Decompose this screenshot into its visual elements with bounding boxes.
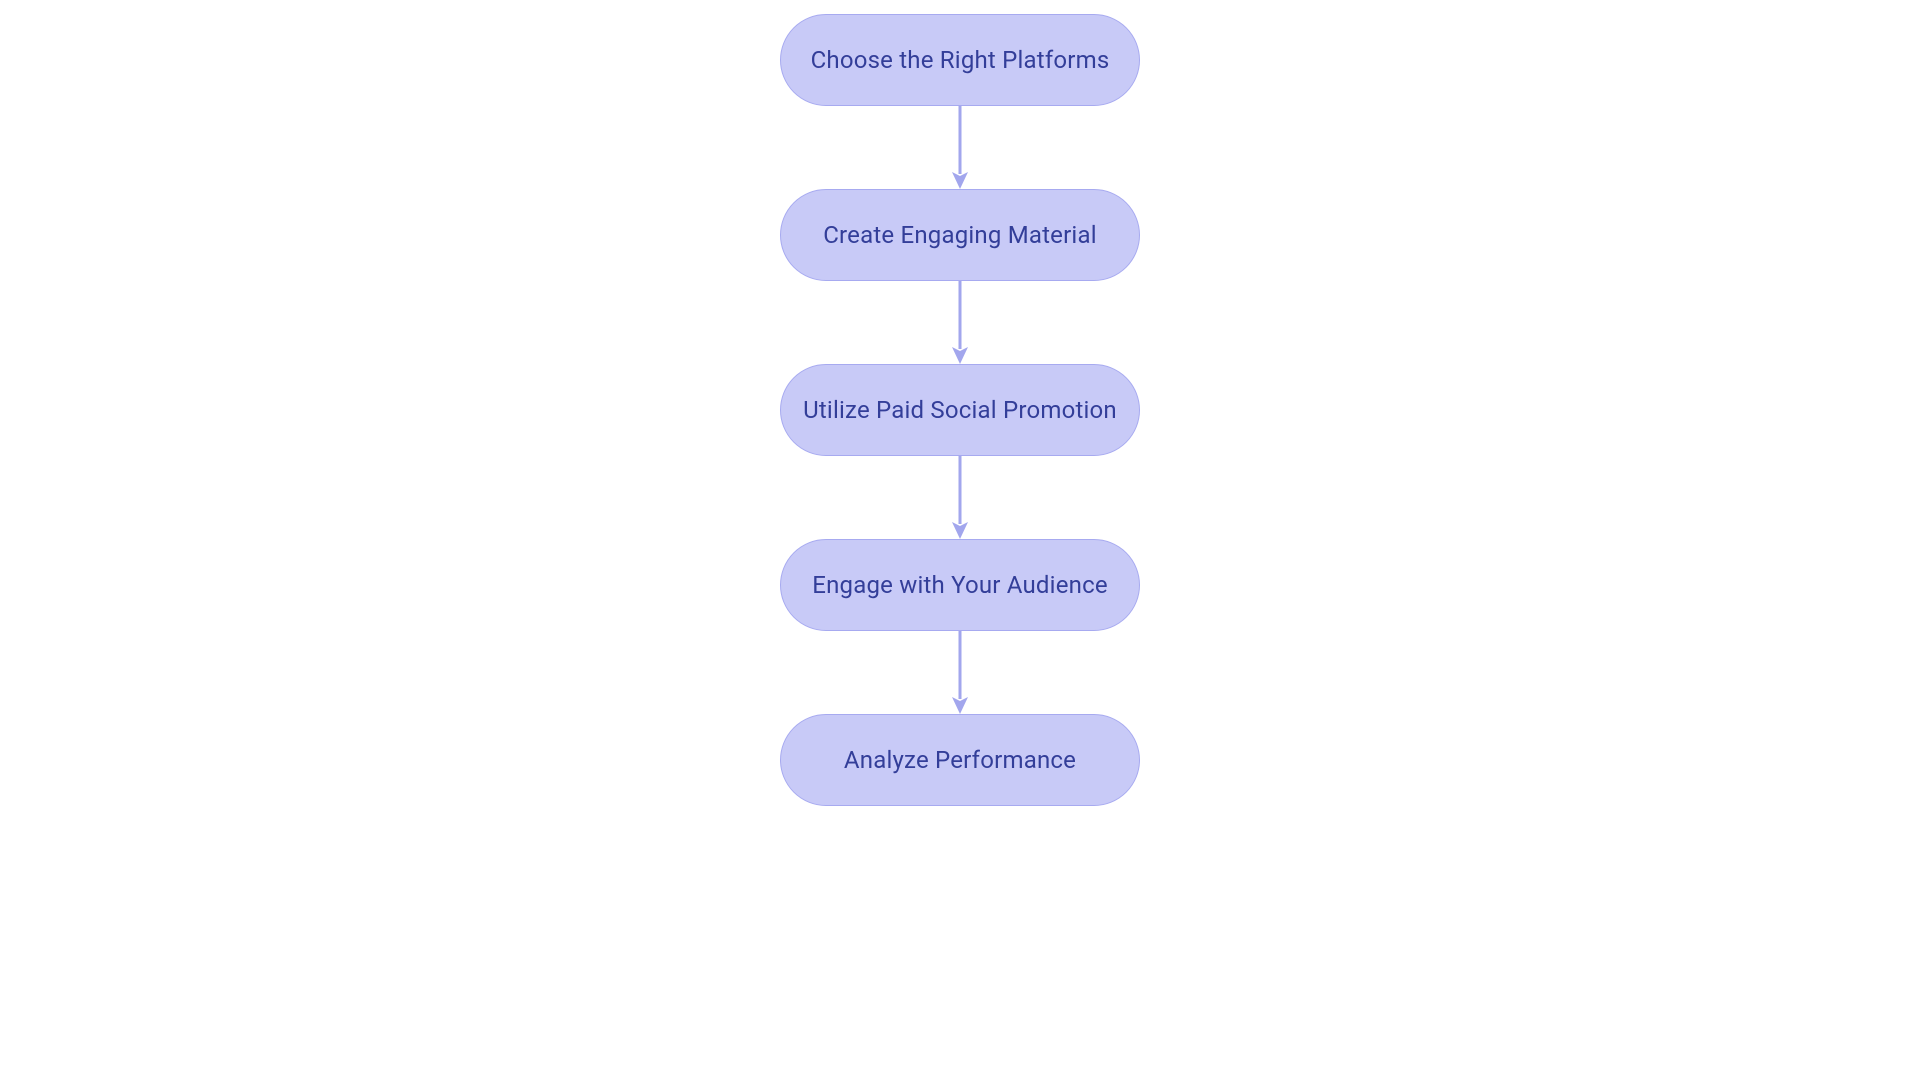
node-label: Engage with Your Audience	[812, 571, 1108, 599]
arrow-down-icon	[948, 106, 972, 189]
flowchart-container: Choose the Right Platforms Create Engagi…	[780, 14, 1140, 806]
flowchart-arrow-2	[948, 281, 972, 364]
node-label: Utilize Paid Social Promotion	[803, 396, 1117, 424]
node-label: Create Engaging Material	[823, 221, 1097, 249]
flowchart-arrow-3	[948, 456, 972, 539]
arrow-down-icon	[948, 456, 972, 539]
node-label: Choose the Right Platforms	[811, 46, 1110, 74]
flowchart-node-4: Engage with Your Audience	[780, 539, 1140, 631]
flowchart-arrow-4	[948, 631, 972, 714]
flowchart-node-1: Choose the Right Platforms	[780, 14, 1140, 106]
arrow-down-icon	[948, 281, 972, 364]
flowchart-node-2: Create Engaging Material	[780, 189, 1140, 281]
arrow-down-icon	[948, 631, 972, 714]
flowchart-node-5: Analyze Performance	[780, 714, 1140, 806]
node-label: Analyze Performance	[844, 746, 1076, 774]
flowchart-arrow-1	[948, 106, 972, 189]
flowchart-node-3: Utilize Paid Social Promotion	[780, 364, 1140, 456]
